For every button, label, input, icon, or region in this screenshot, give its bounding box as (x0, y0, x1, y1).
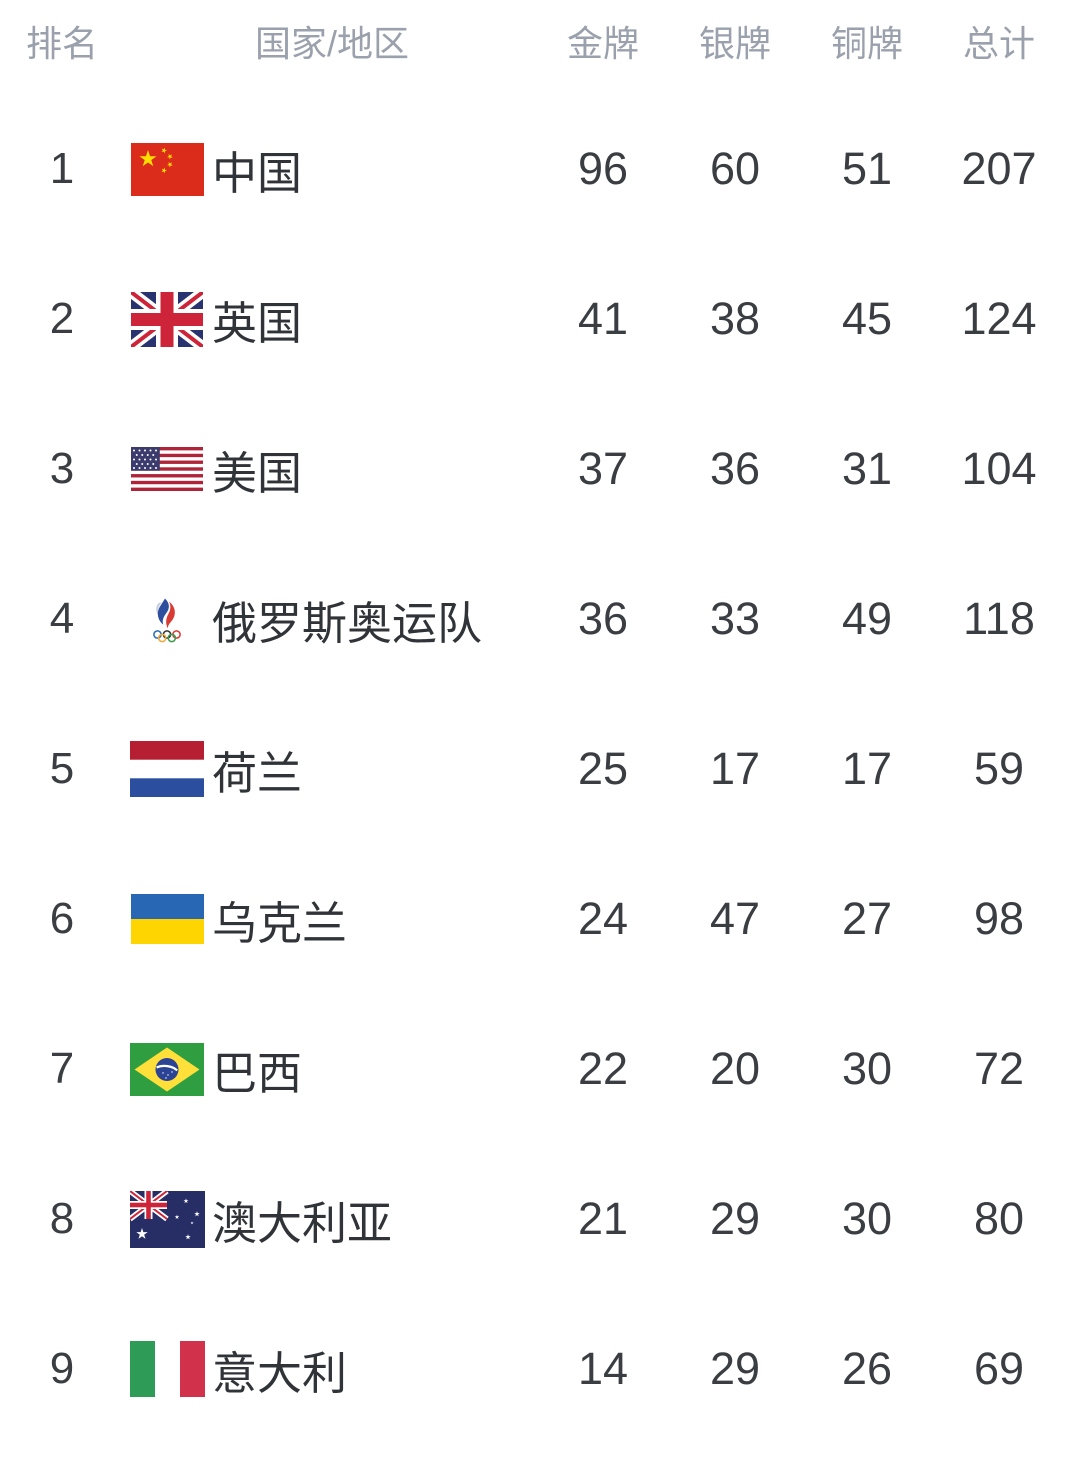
total-count: 80 (973, 1193, 1025, 1244)
table-row[interactable]: 7 巴西 22 20 30 72 (0, 994, 1079, 1144)
bronze-count: 27 (841, 893, 893, 944)
total-count: 104 (961, 443, 1037, 494)
gold-count: 36 (577, 593, 629, 644)
uk-flag-icon (124, 291, 210, 347)
silver-count: 33 (709, 593, 761, 644)
country-name: 荷兰 (212, 747, 303, 799)
australia-flag-icon (124, 1190, 210, 1248)
total-count: 59 (973, 743, 1025, 794)
table-body: 1 中国 96 60 51 207 2 (0, 94, 1079, 1444)
total-count: 124 (961, 293, 1037, 344)
total-count: 69 (973, 1343, 1025, 1394)
silver-count: 36 (709, 443, 761, 494)
rank-value: 8 (49, 1194, 75, 1243)
bronze-count: 26 (841, 1343, 893, 1394)
header-total: 总计 (962, 23, 1035, 64)
table-row[interactable]: 4 俄罗斯奥运队 36 33 49 (0, 544, 1079, 694)
bronze-count: 30 (841, 1043, 893, 1094)
silver-count: 60 (709, 143, 761, 194)
header-gold: 金牌 (566, 23, 639, 64)
roc-emblem-icon (124, 596, 210, 643)
total-count: 118 (963, 593, 1035, 644)
table-row[interactable]: 3 (0, 394, 1079, 544)
country-name: 澳大利亚 (212, 1197, 393, 1249)
rank-value: 6 (49, 894, 75, 943)
header-rank: 排名 (25, 23, 98, 64)
table-row[interactable]: 6 乌克兰 24 47 27 98 (0, 844, 1079, 994)
gold-count: 21 (577, 1193, 629, 1244)
country-name: 中国 (212, 147, 303, 199)
country-name: 意大利 (212, 1347, 348, 1399)
italy-flag-icon (124, 1341, 210, 1397)
bronze-count: 45 (841, 293, 893, 344)
total-count: 207 (961, 143, 1037, 194)
header-silver: 银牌 (698, 23, 771, 64)
table-header-row: 排名 国家/地区 金牌 银牌 铜牌 总计 (0, 12, 1079, 70)
bronze-count: 51 (841, 143, 893, 194)
bronze-count: 49 (841, 593, 893, 644)
ukraine-flag-icon (124, 894, 210, 944)
rank-value: 7 (49, 1044, 75, 1093)
gold-count: 37 (577, 443, 629, 494)
brazil-flag-icon (124, 1042, 210, 1096)
netherlands-flag-icon (124, 741, 210, 797)
gold-count: 96 (577, 143, 629, 194)
country-name: 美国 (212, 447, 303, 499)
header-bronze: 铜牌 (830, 23, 903, 64)
rank-value: 3 (49, 444, 75, 493)
table-row[interactable]: 2 英国 41 38 45 124 (0, 244, 1079, 394)
gold-count: 25 (577, 743, 629, 794)
silver-count: 29 (709, 1343, 761, 1394)
silver-count: 17 (709, 743, 761, 794)
bronze-count: 31 (841, 443, 893, 494)
rank-value: 1 (49, 144, 75, 193)
country-name: 英国 (212, 297, 303, 349)
silver-count: 38 (709, 293, 761, 344)
country-name: 俄罗斯奥运队 (212, 597, 483, 649)
rank-value: 5 (49, 744, 75, 793)
total-count: 72 (973, 1043, 1025, 1094)
rank-value: 9 (49, 1344, 75, 1393)
gold-count: 22 (577, 1043, 629, 1094)
country-name: 乌克兰 (212, 897, 348, 949)
gold-count: 41 (577, 293, 629, 344)
silver-count: 20 (709, 1043, 761, 1094)
gold-count: 14 (577, 1343, 629, 1394)
usa-flag-icon (124, 447, 210, 491)
total-count: 98 (973, 893, 1025, 944)
china-flag-icon (124, 142, 210, 196)
bronze-count: 17 (841, 743, 893, 794)
silver-count: 29 (709, 1193, 761, 1244)
bronze-count: 30 (841, 1193, 893, 1244)
table-row[interactable]: 8 (0, 1144, 1079, 1294)
table-row[interactable]: 9 意大利 14 29 26 69 (0, 1294, 1079, 1444)
silver-count: 47 (709, 893, 761, 944)
table-row[interactable]: 1 中国 96 60 51 207 (0, 94, 1079, 244)
table-row[interactable]: 5 荷兰 25 17 17 59 (0, 694, 1079, 844)
rank-value: 4 (49, 594, 75, 643)
header-country: 国家/地区 (255, 23, 410, 64)
country-name: 巴西 (212, 1047, 303, 1099)
rank-value: 2 (49, 294, 75, 343)
gold-count: 24 (577, 893, 629, 944)
